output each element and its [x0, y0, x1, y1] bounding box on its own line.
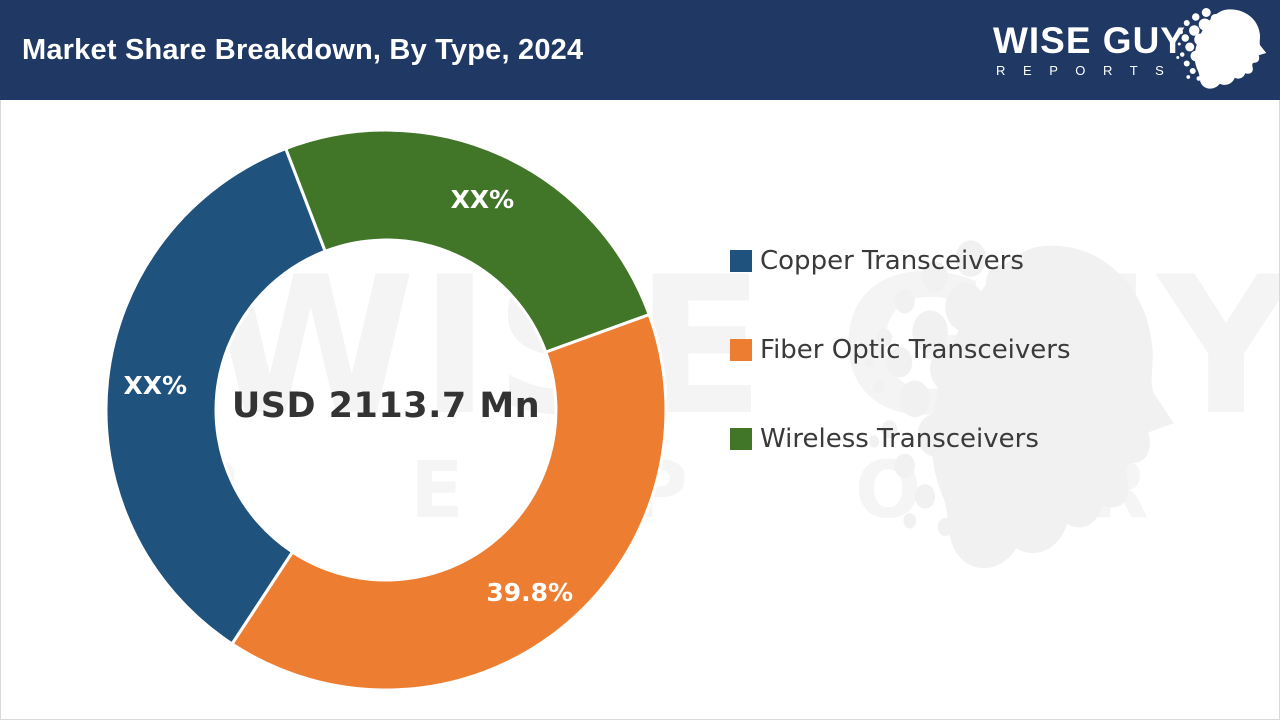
page-title: Market Share Breakdown, By Type, 2024 — [22, 33, 584, 66]
donut-center-value: USD 2113.7 Mn — [231, 386, 541, 426]
donut-segment-0 — [284, 128, 651, 354]
slice-label-1: 39.8% — [486, 578, 573, 607]
dotted-face-icon — [1175, 8, 1267, 89]
header-bar: Market Share Breakdown, By Type, 2024 WI… — [0, 0, 1280, 100]
legend-label-2: Wireless Transceivers — [760, 424, 1039, 454]
legend-label-0: Copper Transceivers — [760, 246, 1024, 276]
logo-wordmark: WISE GUY — [992, 20, 1186, 61]
donut-chart: XX% 39.8% XX% — [104, 128, 668, 692]
logo-subtitle: R E P O R T S — [995, 63, 1171, 78]
legend-label-1: Fiber Optic Transceivers — [760, 335, 1071, 365]
slice-label-0: XX% — [451, 185, 515, 214]
slice-label-2: XX% — [123, 371, 187, 400]
legend-swatch-2 — [730, 428, 752, 450]
legend-item-1: Fiber Optic Transceivers — [730, 336, 1071, 364]
donut-segment-2 — [104, 147, 327, 646]
legend-item-2: Wireless Transceivers — [730, 425, 1071, 453]
wise-guy-reports-logo: WISE GUY R E P O R T S — [993, 4, 1272, 96]
legend-item-0: Copper Transceivers — [730, 247, 1071, 275]
logo-text: WISE GUY R E P O R T S — [993, 22, 1186, 78]
chart-legend: Copper Transceivers Fiber Optic Transceiv… — [730, 247, 1071, 514]
legend-swatch-1 — [730, 339, 752, 361]
legend-swatch-0 — [730, 250, 752, 272]
donut-segment-1 — [230, 313, 668, 692]
chart-area: WISE GUY R E P O R T S XX%39.8%XX% USD 2… — [0, 100, 1280, 720]
